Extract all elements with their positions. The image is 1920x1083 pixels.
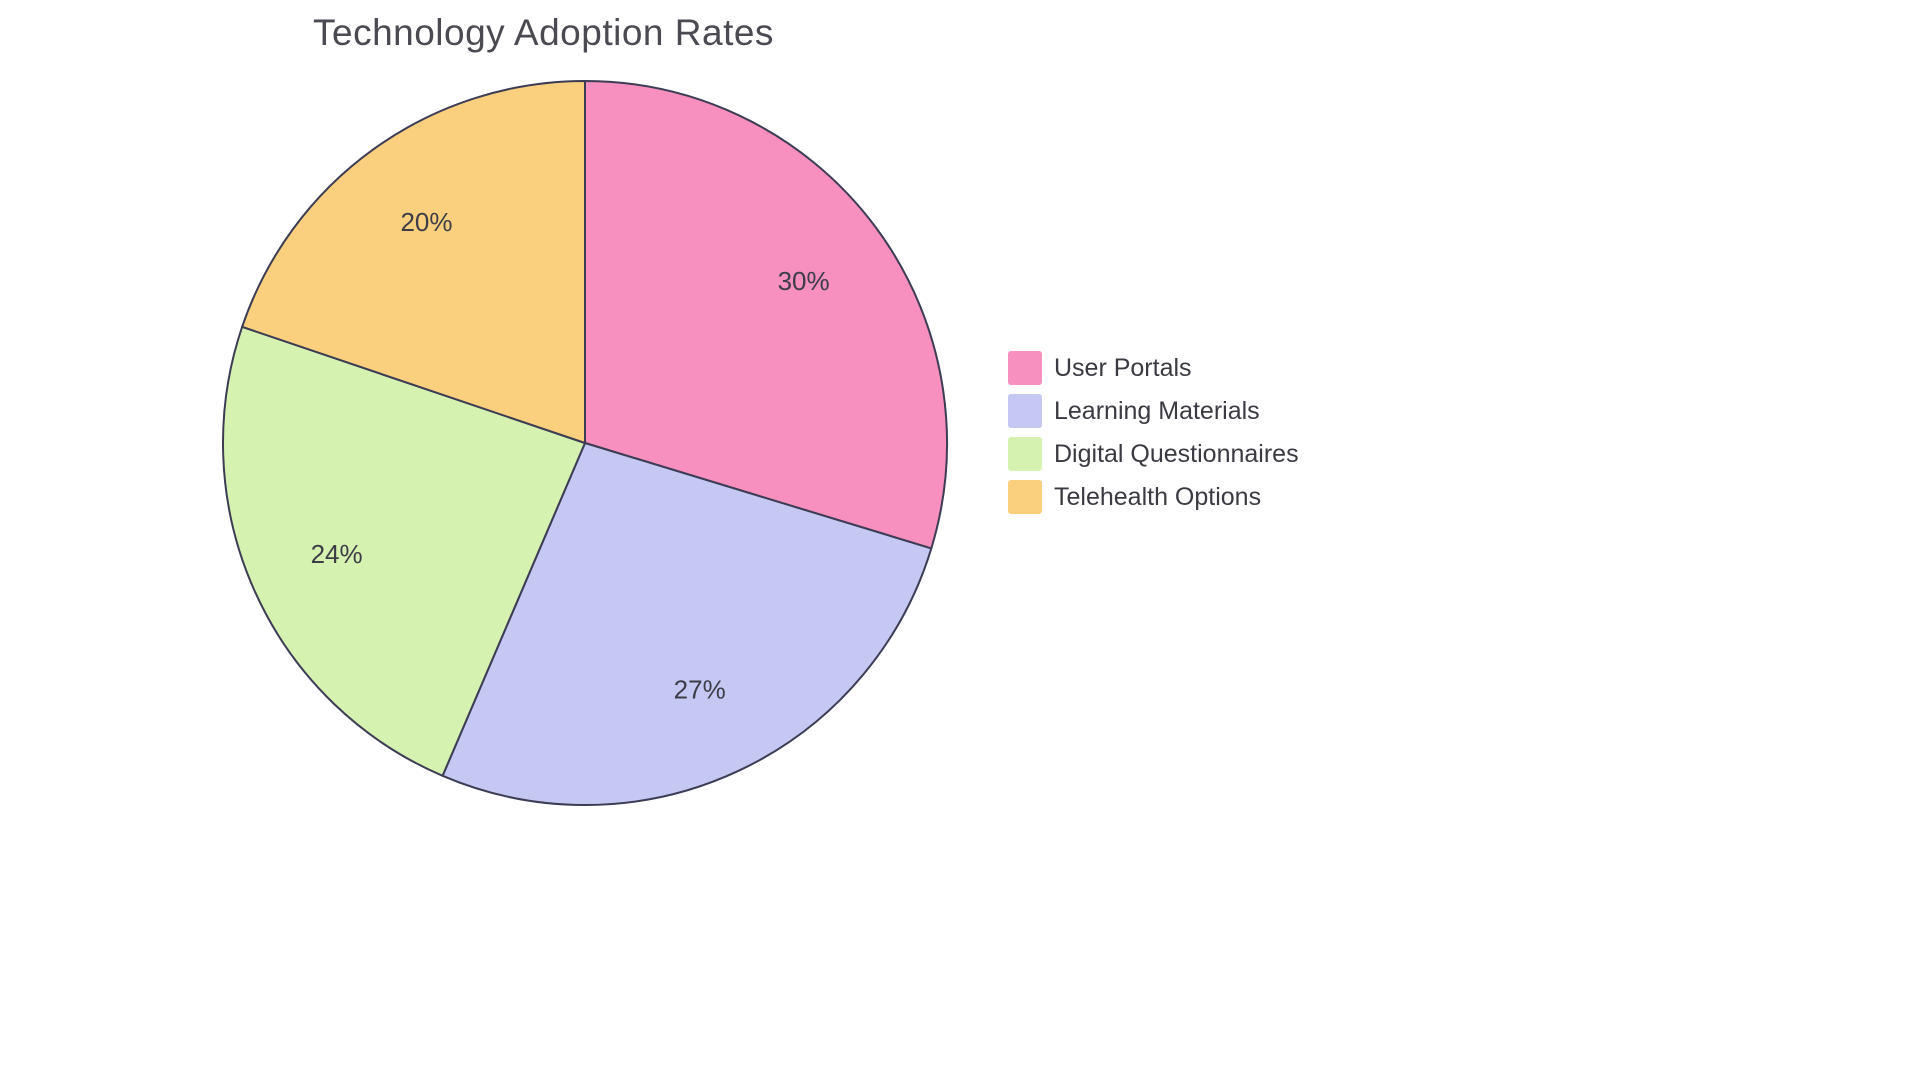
- slice-percent-label: 30%: [778, 266, 830, 296]
- pie-slice-learning-materials: [441, 442, 933, 806]
- legend-label: Learning Materials: [1054, 396, 1260, 425]
- legend: User Portals Learning Materials Digital Qu…: [1008, 351, 1299, 514]
- legend-item-telehealth-options: Telehealth Options: [1008, 480, 1299, 514]
- slice-percent-label: 24%: [311, 539, 363, 569]
- pie-slice-telehealth-options: [241, 80, 586, 444]
- legend-label: Digital Questionnaires: [1054, 439, 1299, 468]
- chart-title: Technology Adoption Rates: [313, 12, 774, 53]
- legend-swatch: [1008, 480, 1042, 514]
- pie-slice-user-portals: [584, 80, 948, 550]
- legend-item-user-portals: User Portals: [1008, 351, 1299, 385]
- legend-label: Telehealth Options: [1054, 482, 1262, 511]
- legend-swatch: [1008, 437, 1042, 471]
- legend-swatch: [1008, 394, 1042, 428]
- pie-slice-digital-questionnaires: [222, 325, 586, 777]
- slice-percent-label: 27%: [674, 675, 726, 705]
- slice-percent-label: 20%: [400, 207, 452, 237]
- legend-item-learning-materials: Learning Materials: [1008, 394, 1299, 428]
- legend-label: User Portals: [1054, 353, 1192, 382]
- legend-item-digital-questionnaires: Digital Questionnaires: [1008, 437, 1299, 471]
- legend-swatch: [1008, 351, 1042, 385]
